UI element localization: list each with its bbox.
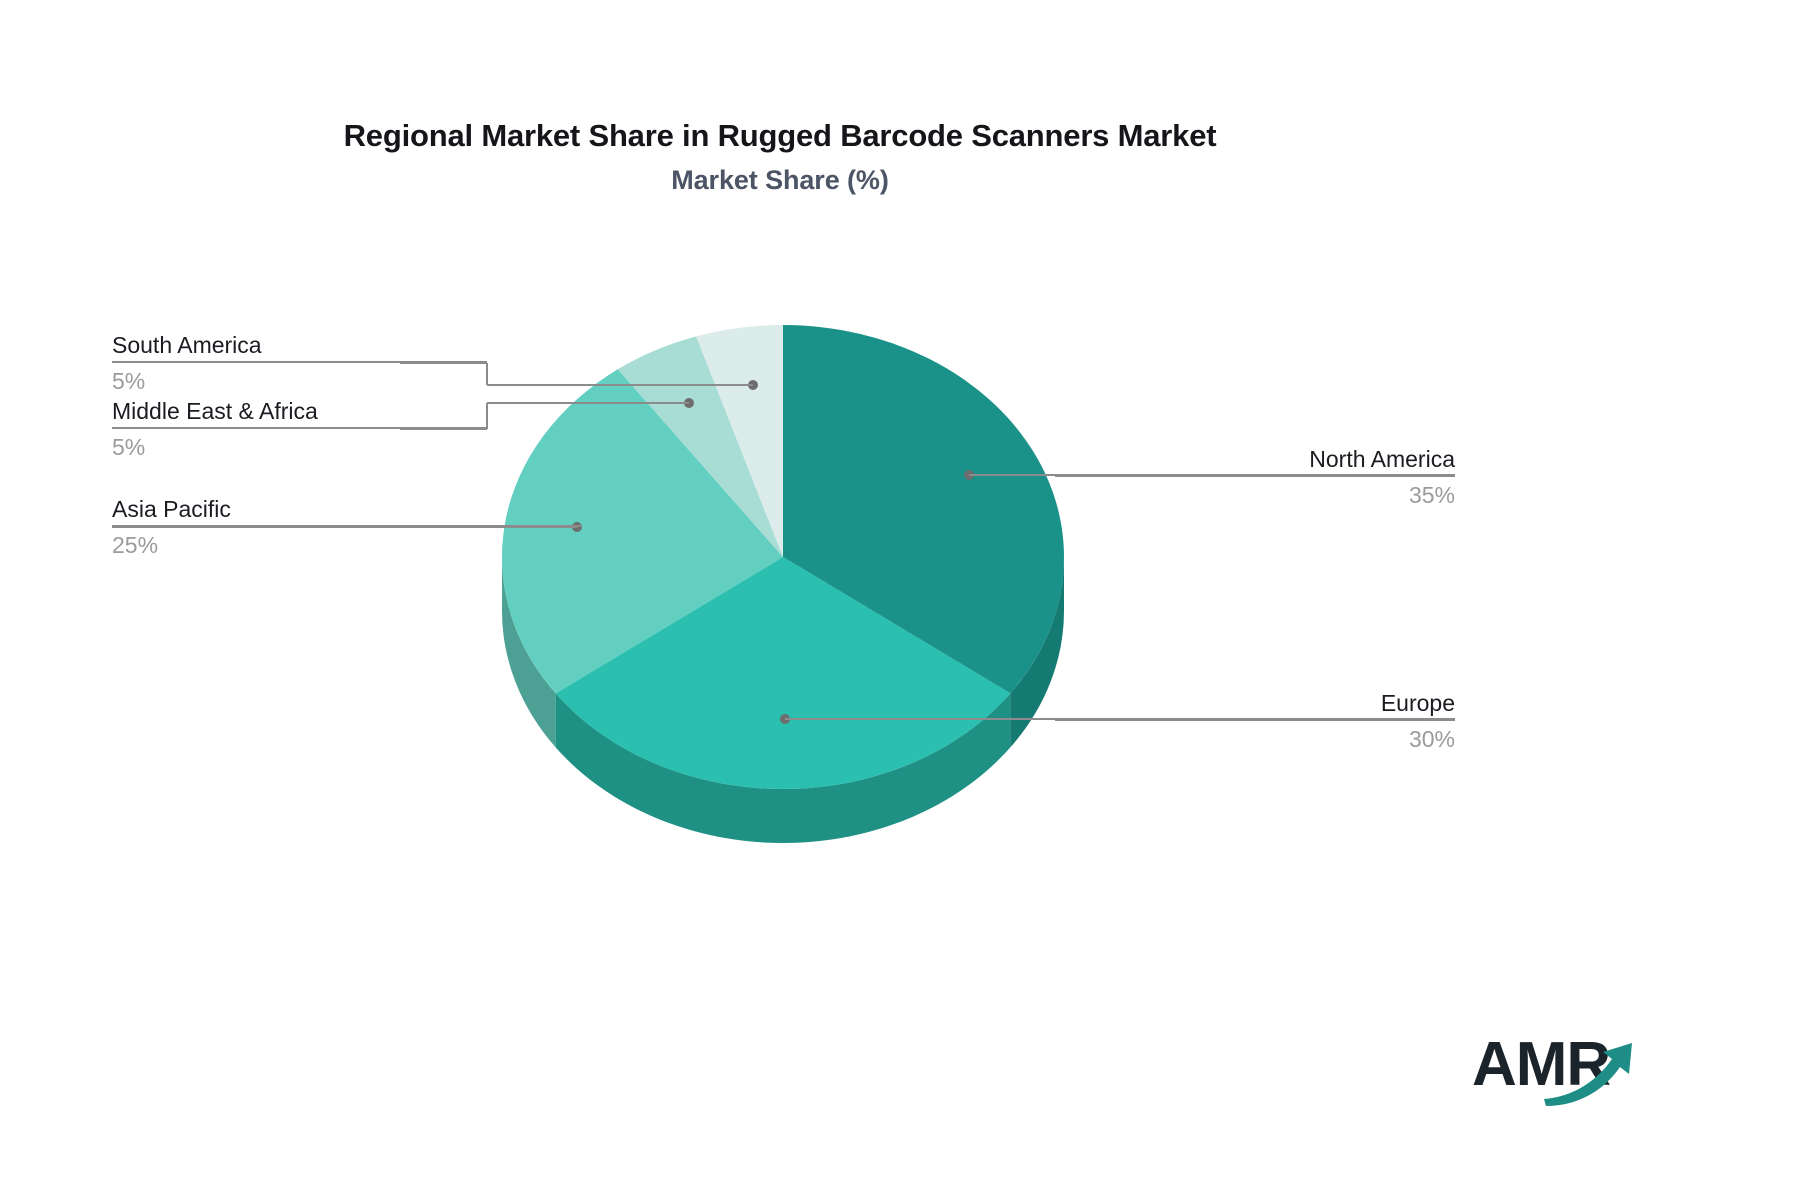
- callout-north-america: North America 35%: [1055, 444, 1455, 511]
- callout-rule-south-america: [112, 361, 487, 363]
- callout-value-asia-pacific: 25%: [112, 532, 159, 558]
- callout-label-south-america: South America: [112, 332, 262, 358]
- pie-slice-south-america[interactable]: [696, 325, 783, 557]
- pie-slice-middle-east-africa[interactable]: [617, 336, 783, 557]
- callout-south-america: South America 5%: [112, 330, 487, 397]
- callout-rule-asia-pacific: [112, 525, 582, 527]
- pie-3d-side-walls: [502, 557, 1064, 843]
- callout-europe: Europe 30%: [1055, 688, 1455, 755]
- callout-value-europe: 30%: [1408, 726, 1455, 752]
- amr-growth-arrow-icon: [1544, 1043, 1632, 1106]
- pie-slice-europe[interactable]: [555, 557, 1011, 790]
- callout-value-north-america: 35%: [1408, 482, 1455, 508]
- callout-rule-middle-east-africa: [112, 427, 487, 429]
- pie-side-wall: [555, 693, 1011, 843]
- callout-asia-pacific: Asia Pacific 25%: [112, 494, 582, 561]
- pie-slice-asia-pacific[interactable]: [502, 369, 783, 694]
- callout-label-europe: Europe: [1380, 690, 1455, 716]
- callout-value-south-america: 5%: [112, 368, 146, 394]
- callout-middle-east-africa: Middle East & Africa 5%: [112, 396, 487, 463]
- pie-side-wall: [1010, 557, 1064, 748]
- callout-rule-north-america: [1055, 475, 1455, 477]
- chart-title: Regional Market Share in Rugged Barcode …: [343, 118, 1217, 153]
- amr-logo: AMR: [1472, 1026, 1652, 1110]
- pie-side-wall: [502, 557, 556, 748]
- callout-label-asia-pacific: Asia Pacific: [112, 496, 231, 522]
- callout-label-middle-east-africa: Middle East & Africa: [112, 398, 318, 424]
- callout-value-middle-east-africa: 5%: [112, 434, 146, 460]
- chart-subtitle: Market Share (%): [671, 165, 889, 195]
- callout-rule-europe: [1055, 719, 1455, 721]
- callout-label-north-america: North America: [1309, 446, 1455, 472]
- pie-slices: [502, 325, 1064, 790]
- pie-slice-north-america[interactable]: [783, 325, 1064, 694]
